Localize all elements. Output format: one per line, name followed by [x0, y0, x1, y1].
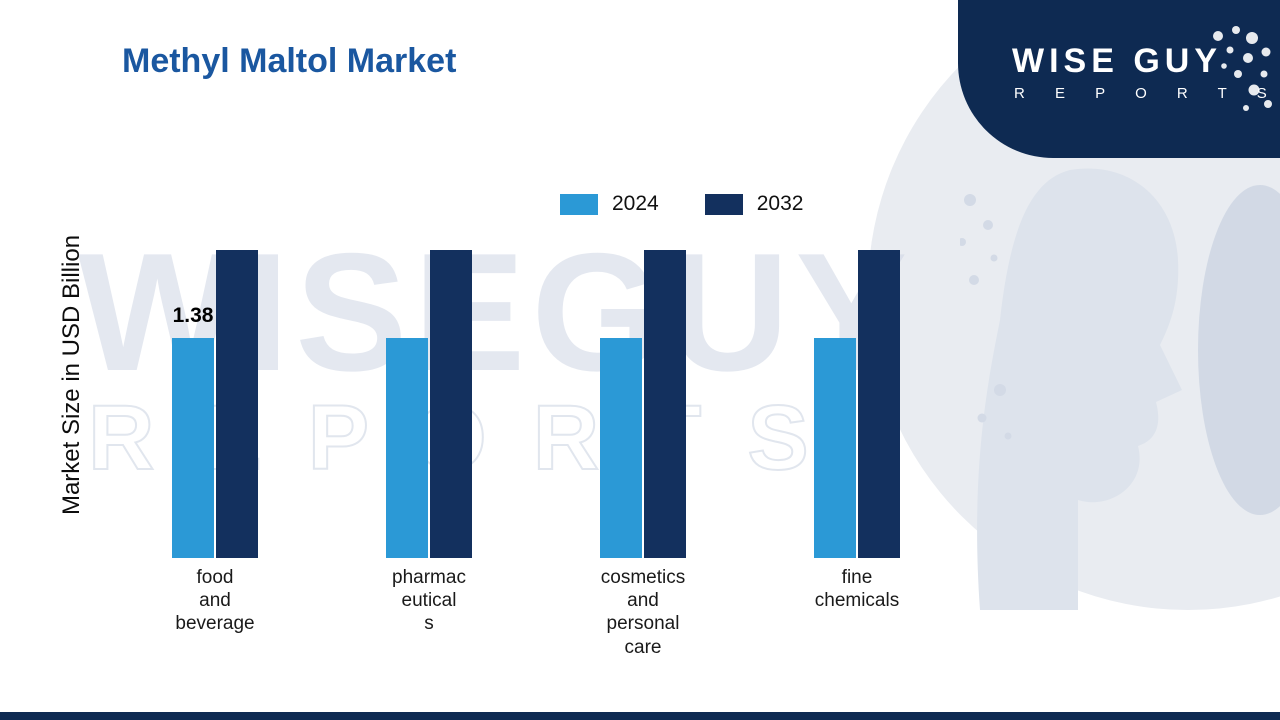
- bar-group-pharmaceuticals: [386, 250, 472, 558]
- bar-2032-food-and-beverage: [216, 250, 258, 558]
- bar-2024-fine-chemicals: [814, 338, 856, 558]
- halftone-dots-graphic: [960, 194, 1012, 440]
- legend-swatch-2032: [704, 193, 743, 215]
- legend-swatch-2024: [560, 193, 598, 215]
- category-label-pharmaceuticals: pharmac eutical s: [392, 567, 466, 635]
- bar-2032-fine-chemicals: [858, 250, 900, 558]
- bar-2024-food-and-beverage: 1.38: [172, 304, 214, 558]
- category-label-food-and-beverage: food and beverage: [175, 567, 255, 635]
- bar-2024-cosmetics-and-personal-care: [600, 338, 642, 558]
- page-title: Methyl Maltol Market: [122, 42, 457, 80]
- data-label-2024-food-and-beverage: 1.38: [172, 304, 214, 327]
- bar-group-cosmetics-and-personal-care: [600, 250, 686, 558]
- bottom-accent-bar: [0, 712, 1280, 720]
- legend-item-2032: 2032: [704, 192, 804, 216]
- logo-wordmark: WISE GUY: [1012, 42, 1223, 80]
- bar-2032-cosmetics-and-personal-care: [644, 250, 686, 558]
- chart-legend: 2024 2032: [560, 192, 803, 216]
- legend-item-2024: 2024: [560, 192, 659, 216]
- legend-label-2024: 2024: [612, 192, 659, 215]
- bar-group-fine-chemicals: [814, 250, 900, 558]
- logo-halftone-dots-icon: [1213, 26, 1272, 111]
- legend-label-2032: 2032: [756, 192, 804, 215]
- bar-group-food-and-beverage: 1.38: [172, 250, 258, 558]
- category-label-fine-chemicals: fine chemicals: [814, 567, 900, 612]
- logo-subtitle: R E P O R T S: [1014, 85, 1280, 102]
- bar-2024-pharmaceuticals: [386, 338, 428, 558]
- logo: WISE GUY R E P O R T S: [958, 0, 1280, 158]
- category-label-cosmetics-and-personal-care: cosmetics and personal care: [600, 567, 686, 658]
- bar-2032-pharmaceuticals: [430, 250, 472, 558]
- face-silhouette-graphic: [960, 168, 1280, 610]
